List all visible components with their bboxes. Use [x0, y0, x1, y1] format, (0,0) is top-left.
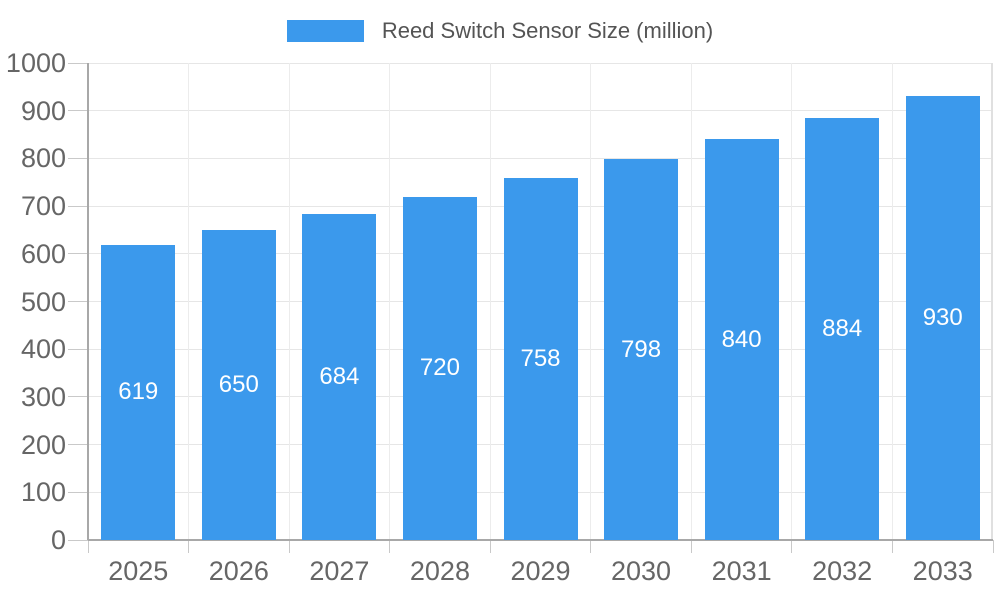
x-axis-tick	[891, 540, 893, 553]
x-gridline	[389, 63, 391, 540]
y-axis-tick	[68, 491, 88, 493]
bar-2029[interactable]: 758	[503, 178, 578, 540]
bar-value-label: 684	[319, 362, 360, 390]
y-axis-tick	[68, 205, 88, 207]
x-gridline	[188, 63, 190, 540]
bar-2025[interactable]: 619	[101, 244, 176, 540]
y-axis-tick	[68, 539, 88, 541]
bar-2028[interactable]: 720	[402, 196, 477, 540]
x-axis-tick	[188, 540, 190, 553]
y-axis-label: 400	[20, 334, 66, 365]
y-axis-line	[87, 63, 89, 540]
bar-value-label: 930	[922, 304, 963, 332]
x-axis-label-2031: 2031	[711, 556, 772, 586]
bar-value-label: 884	[822, 315, 863, 343]
bar-value-label: 840	[721, 325, 762, 353]
y-axis-tick	[68, 301, 88, 302]
y-axis-label: 900	[20, 95, 66, 126]
bar-2031[interactable]: 840	[704, 139, 779, 540]
bar-value-label: 650	[218, 370, 259, 398]
bar-value-label: 758	[520, 345, 561, 373]
bar-2032[interactable]: 884	[805, 118, 880, 540]
y-axis-label: 1000	[5, 48, 66, 78]
y-axis-tick	[68, 444, 88, 446]
legend[interactable]: Reed Switch Sensor Size (million)	[0, 18, 1000, 44]
x-axis-tick	[791, 540, 793, 553]
bar-value-label: 720	[419, 354, 460, 382]
y-axis-tick	[68, 62, 88, 64]
y-axis-label: 700	[20, 191, 66, 222]
bar-2033[interactable]: 930	[905, 96, 980, 540]
legend-swatch	[286, 20, 364, 42]
y-axis-label: 0	[50, 525, 66, 555]
x-axis-label-2027: 2027	[309, 556, 370, 586]
x-axis-tick	[690, 540, 692, 553]
bar-2027[interactable]: 684	[302, 213, 377, 540]
x-axis-label-2026: 2026	[208, 556, 269, 586]
x-axis-label-2028: 2028	[409, 556, 470, 586]
x-axis-tick	[87, 540, 89, 553]
x-gridline	[489, 63, 491, 540]
x-axis-label-2033: 2033	[912, 556, 973, 586]
x-axis-line	[88, 539, 993, 541]
x-axis-tick	[389, 540, 391, 553]
y-axis-tick	[68, 110, 88, 112]
x-gridline	[791, 63, 793, 540]
bar-2030[interactable]: 798	[604, 159, 679, 540]
x-gridline	[891, 63, 893, 540]
x-axis-tick	[590, 540, 592, 553]
y-axis-label: 600	[20, 238, 66, 269]
x-axis-tick	[288, 540, 290, 553]
y-axis-label: 800	[20, 143, 66, 174]
x-axis-tick	[992, 540, 994, 553]
x-axis-label-2030: 2030	[611, 556, 672, 586]
x-gridline	[288, 63, 290, 540]
x-axis-label-2032: 2032	[812, 556, 873, 586]
bar-value-label: 798	[621, 335, 662, 363]
bar-value-label: 619	[118, 378, 159, 406]
y-axis-tick	[68, 157, 88, 159]
y-axis-tick	[68, 348, 88, 350]
y-axis-tick	[68, 253, 88, 255]
y-gridline	[88, 110, 993, 112]
plot-right-edge	[991, 63, 993, 540]
bar-2026[interactable]: 650	[201, 229, 276, 540]
x-gridline	[690, 63, 692, 540]
x-axis-label-2029: 2029	[510, 556, 571, 586]
y-axis-label: 300	[20, 381, 66, 412]
y-axis-label: 200	[20, 429, 66, 460]
y-gridline	[88, 157, 993, 159]
y-axis-label: 500	[20, 286, 66, 317]
x-axis-tick	[489, 540, 491, 553]
x-axis-label-2025: 2025	[108, 556, 169, 586]
y-axis-tick	[68, 396, 88, 398]
x-gridline	[590, 63, 592, 540]
legend-label: Reed Switch Sensor Size (million)	[381, 18, 714, 43]
y-axis-label: 100	[20, 477, 66, 508]
y-gridline	[88, 62, 993, 64]
